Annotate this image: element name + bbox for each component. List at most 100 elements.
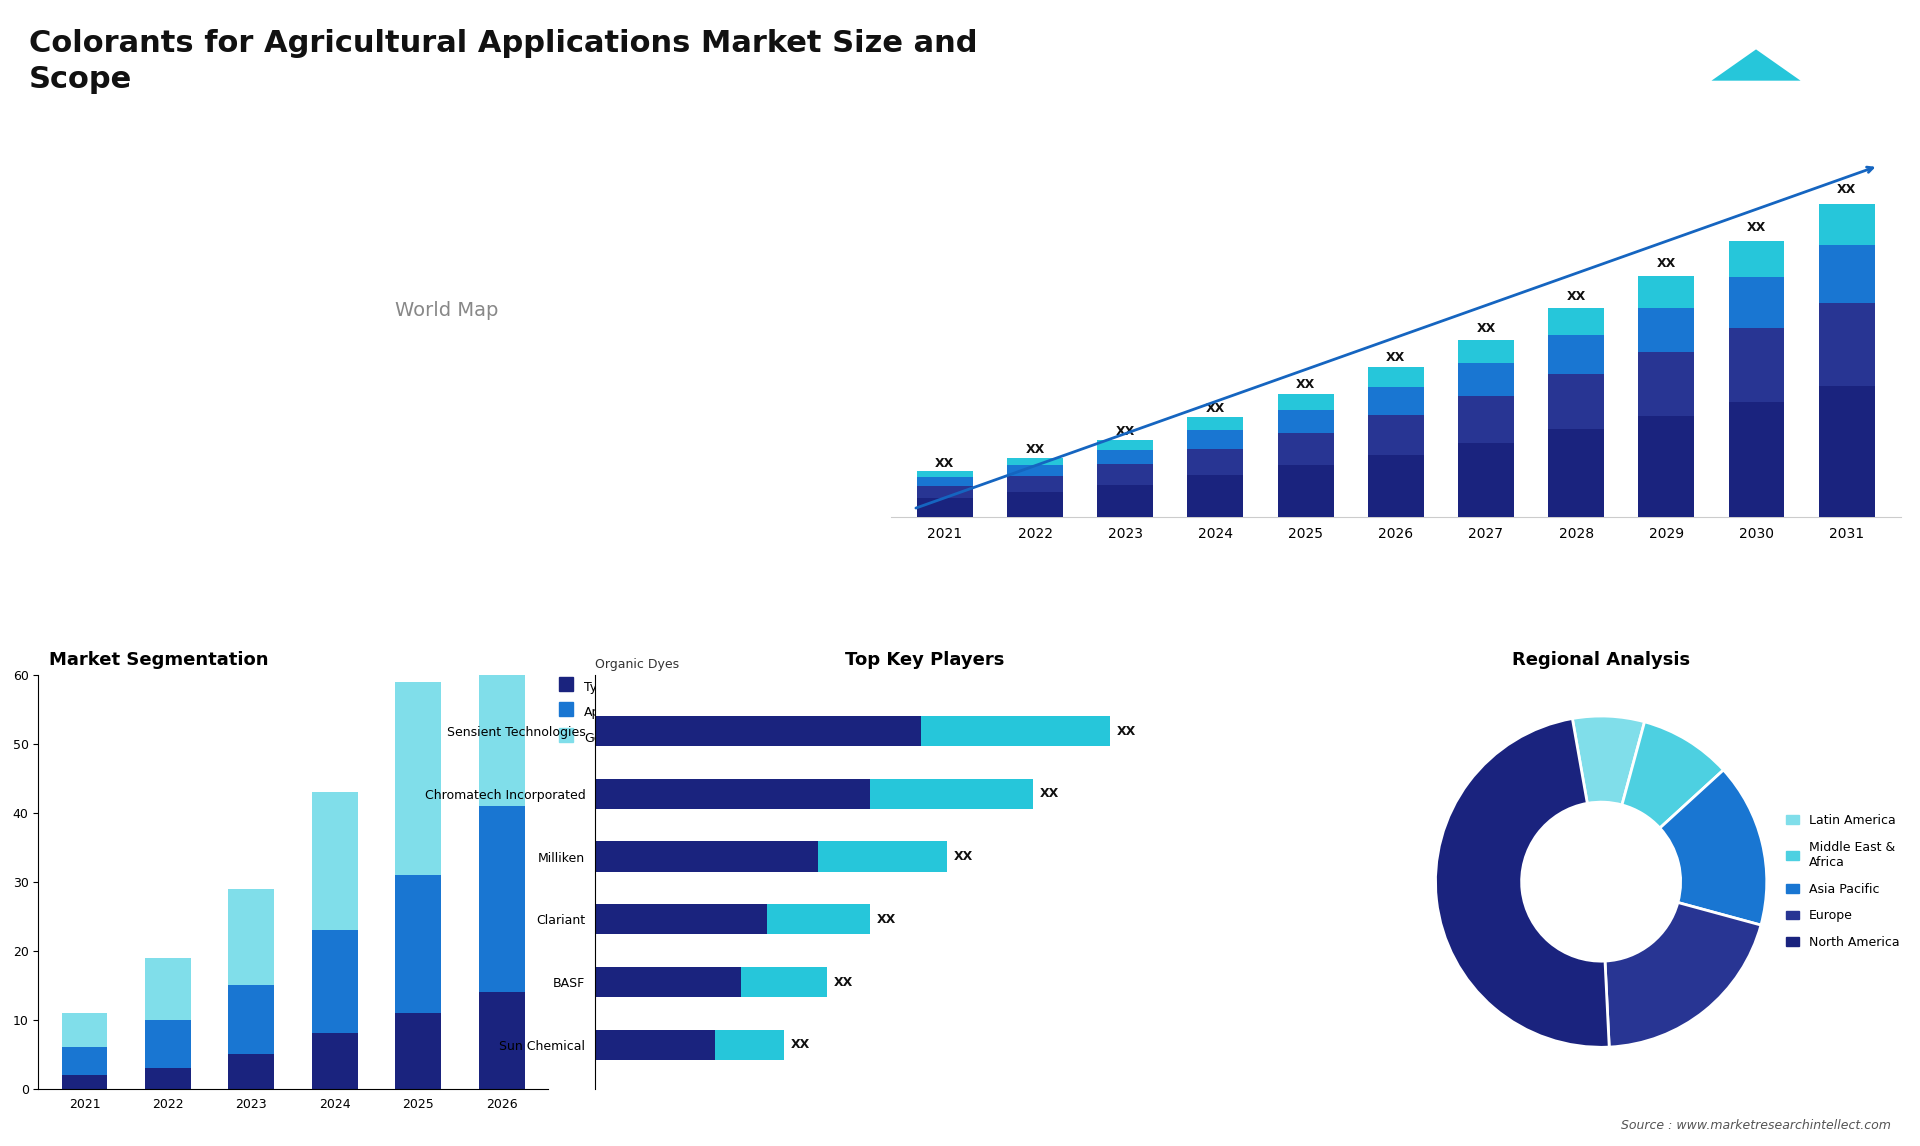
Bar [1638,307,1693,352]
Bar [1638,352,1693,416]
Bar [478,992,524,1089]
Text: Market Segmentation: Market Segmentation [48,651,269,669]
Bar [1457,339,1513,363]
Bar [1008,457,1064,465]
Bar [228,986,275,1054]
Bar [396,1013,442,1089]
Bar [1728,241,1784,277]
Text: XX: XX [1117,724,1137,738]
Bar [918,478,973,486]
Bar [228,1054,275,1089]
Bar [918,499,973,517]
Bar [1818,303,1874,386]
Bar [1096,485,1154,517]
Bar [61,1013,108,1047]
Text: Source : www.marketresearchintellect.com: Source : www.marketresearchintellect.com [1620,1120,1891,1132]
Text: MARKET: MARKET [1795,52,1841,62]
Bar [478,557,524,806]
Text: Colorants for Agricultural Applications Market Size and
Scope: Colorants for Agricultural Applications … [29,29,977,94]
Bar [1728,328,1784,401]
Bar [311,1034,357,1089]
Text: XX: XX [1386,351,1405,363]
Bar [1277,433,1334,465]
Bar [396,874,442,1013]
Bar [1548,374,1603,430]
Text: XX: XX [833,975,852,989]
Bar [1638,416,1693,517]
Bar [1367,455,1425,517]
Bar [1008,477,1064,492]
Bar [1367,415,1425,455]
Text: XX: XX [1041,787,1060,800]
Bar [146,1068,190,1089]
Bar [918,486,973,499]
Bar [714,1030,783,1060]
Bar [1008,465,1064,477]
Bar [1548,430,1603,517]
Bar [1457,442,1513,517]
Bar [1187,417,1244,431]
Bar [1638,276,1693,307]
Bar [1187,448,1244,476]
Bar [311,792,357,929]
Bar [595,1030,714,1060]
Bar [1457,363,1513,395]
Text: INTELLECT: INTELLECT [1795,104,1853,115]
Bar [478,806,524,992]
Wedge shape [1622,722,1724,829]
Bar [595,904,766,934]
Text: XX: XX [1476,322,1496,336]
Bar [1096,464,1154,485]
Bar [1548,308,1603,336]
Text: XX: XX [935,457,954,470]
Bar [1728,401,1784,517]
Bar [146,1020,190,1068]
Bar [595,779,870,809]
Bar [311,929,357,1034]
Bar [396,682,442,874]
Polygon shape [1649,45,1745,80]
Legend: Type, Application, Geography: Type, Application, Geography [559,681,655,745]
Wedge shape [1436,719,1609,1047]
Text: Organic Dyes: Organic Dyes [595,659,680,672]
Bar [1277,465,1334,517]
Text: XX: XX [1296,378,1315,391]
Text: XX: XX [1116,425,1135,438]
Bar [818,841,947,872]
Bar [1277,410,1334,433]
Bar [1728,277,1784,328]
Text: RESEARCH: RESEARCH [1795,78,1853,88]
Bar [922,716,1110,746]
Bar [1008,492,1064,517]
Bar [595,841,818,872]
Bar [595,716,922,746]
Bar [61,1075,108,1089]
Text: XX: XX [1837,182,1857,196]
Bar [61,1047,108,1075]
Wedge shape [1605,903,1761,1047]
Bar [228,888,275,986]
Text: XX: XX [1747,221,1766,234]
Title: Top Key Players: Top Key Players [845,651,1004,669]
Text: XX: XX [1657,257,1676,269]
Bar [741,967,828,997]
Bar [918,471,973,478]
Bar [1457,395,1513,442]
Text: XX: XX [954,850,973,863]
Text: XX: XX [1206,402,1225,415]
Bar [1818,245,1874,303]
Bar [1818,386,1874,517]
Bar [1818,204,1874,245]
Bar [766,904,870,934]
Bar [1096,449,1154,464]
Bar [1277,394,1334,410]
Text: XX: XX [1567,290,1586,303]
Text: World Map: World Map [396,300,497,320]
Bar [870,779,1033,809]
Text: XX: XX [1025,444,1044,456]
Bar [1187,476,1244,517]
Bar [1187,431,1244,448]
Text: XX: XX [877,913,897,926]
Polygon shape [1711,49,1801,80]
Bar [595,967,741,997]
